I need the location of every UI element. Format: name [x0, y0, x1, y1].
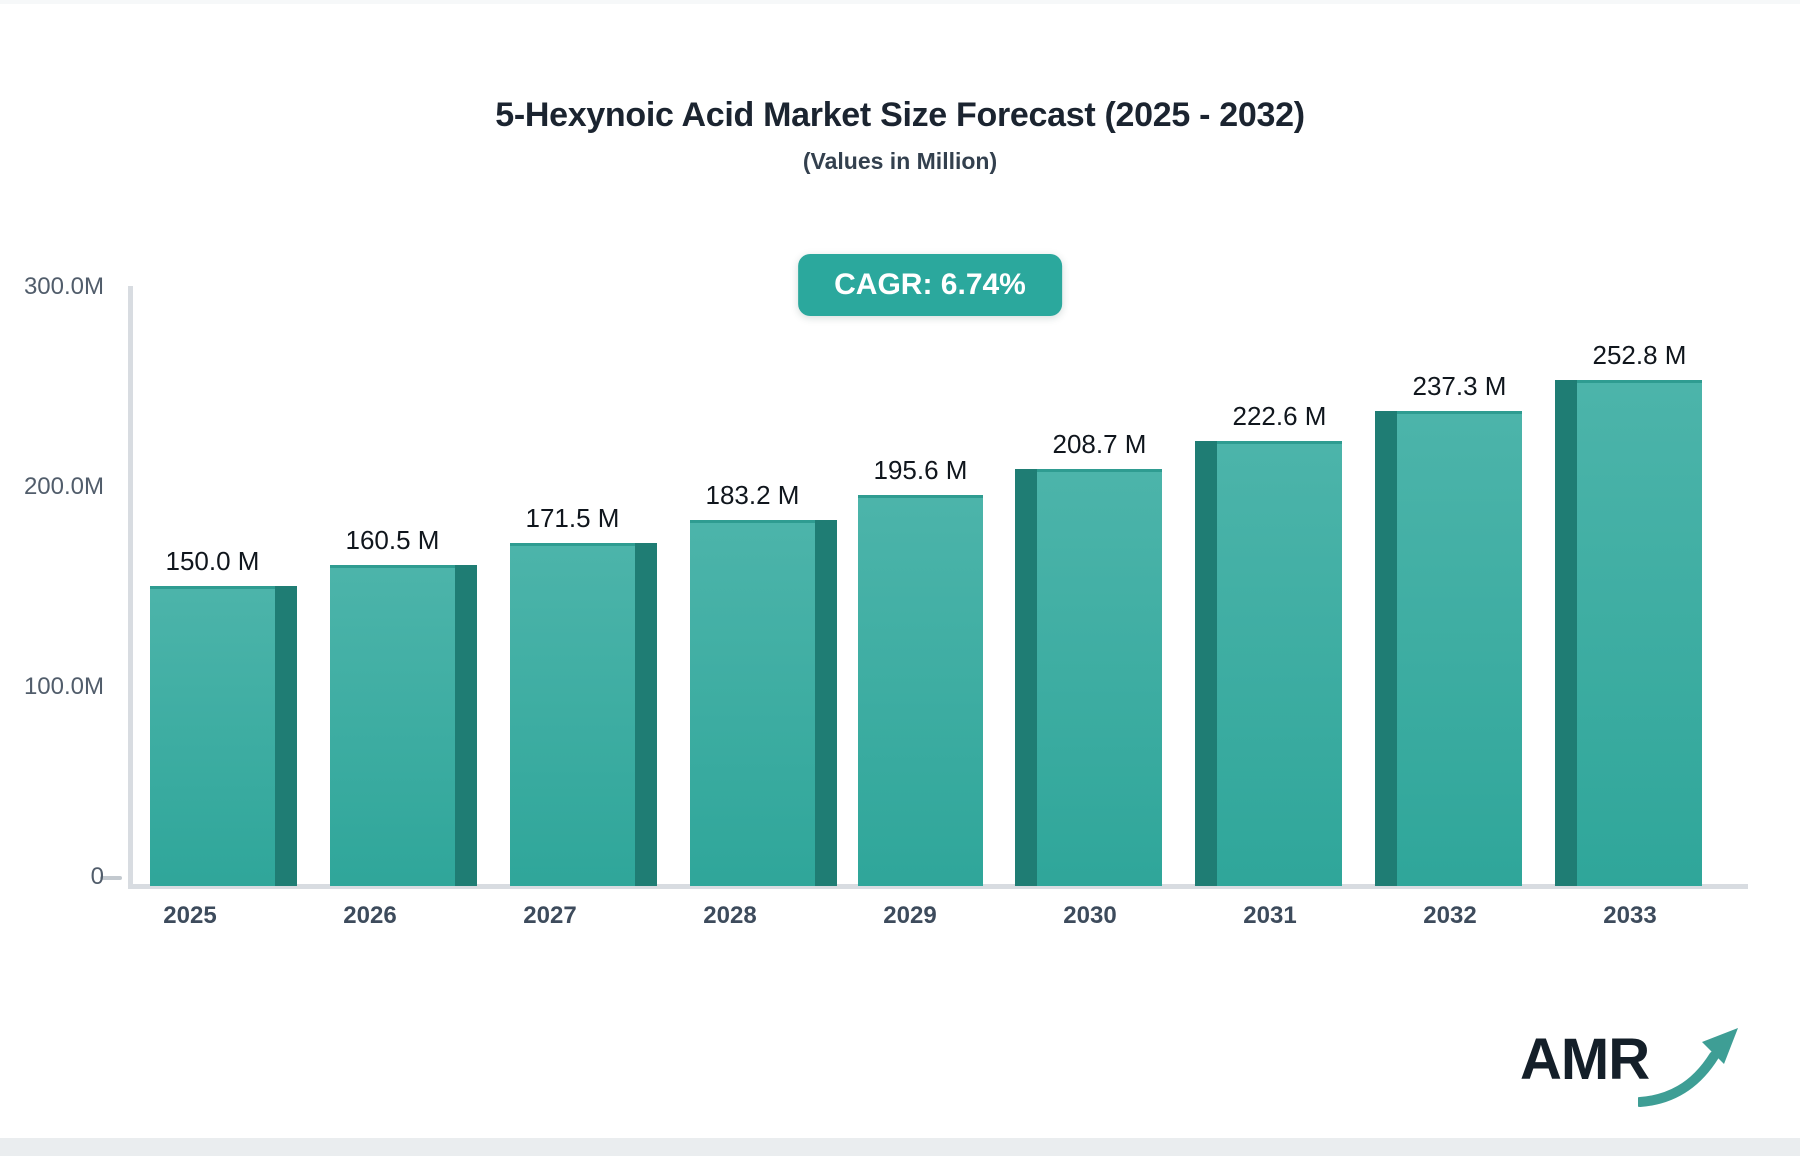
amr-logo: AMR [1520, 1026, 1740, 1116]
bar-value-label: 171.5 M [525, 503, 620, 533]
growth-arrow-icon [1638, 1028, 1738, 1107]
bar [150, 586, 275, 886]
bar-value-label: 160.5 M [345, 525, 440, 555]
bar [330, 565, 455, 886]
bar-value-label: 150.0 M [165, 546, 260, 576]
x-axis-label: 2031 [1243, 902, 1297, 929]
x-axis-label: 2032 [1423, 902, 1477, 929]
bar-side-face [635, 543, 657, 886]
x-axis-label: 2028 [703, 902, 757, 929]
bar-side-face [455, 565, 477, 886]
bar-value-label: 183.2 M [705, 480, 800, 510]
bottom-strip [0, 1138, 1800, 1156]
bar-side-face [1555, 380, 1577, 886]
bar [1577, 380, 1702, 886]
x-axis-label: 2025 [163, 902, 217, 929]
bar [510, 543, 635, 886]
bar-value-label: 252.8 M [1592, 340, 1687, 370]
bar-value-label: 208.7 M [1052, 429, 1147, 459]
bar [1037, 469, 1162, 886]
bar-side-face [1195, 441, 1217, 886]
bar-side-face [815, 520, 837, 886]
x-axis-line [128, 884, 1748, 889]
x-axis-label: 2033 [1603, 902, 1657, 929]
zero-tick-dash [100, 876, 122, 880]
chart-subtitle: (Values in Million) [802, 148, 998, 174]
x-axis-label: 2030 [1063, 902, 1117, 929]
bar-side-face [1015, 469, 1037, 886]
x-axis-label: 2026 [343, 902, 397, 929]
top-strip [0, 0, 1800, 4]
chart-title: 5-Hexynoic Acid Market Size Forecast (20… [495, 96, 1305, 134]
cagr-badge: CAGR: 6.74% [798, 254, 1062, 316]
y-axis-label: 100.0M [23, 673, 104, 700]
bar-side-face [1375, 411, 1397, 886]
y-axis-label: 300.0M [23, 273, 104, 300]
bar-value-label: 195.6 M [873, 455, 968, 485]
bar [858, 495, 983, 886]
bar [690, 520, 815, 886]
bar-value-label: 237.3 M [1412, 371, 1507, 401]
bar [1217, 441, 1342, 886]
y-axis-line [128, 286, 133, 888]
bar-value-label: 222.6 M [1232, 401, 1327, 431]
y-axis-label: 0 [90, 863, 104, 890]
bar [1397, 411, 1522, 886]
x-axis-label: 2027 [523, 902, 577, 929]
x-axis-label: 2029 [883, 902, 937, 929]
y-axis-label: 200.0M [23, 473, 104, 500]
amr-logo-text: AMR [1520, 1027, 1650, 1092]
bar-side-face [275, 586, 297, 886]
